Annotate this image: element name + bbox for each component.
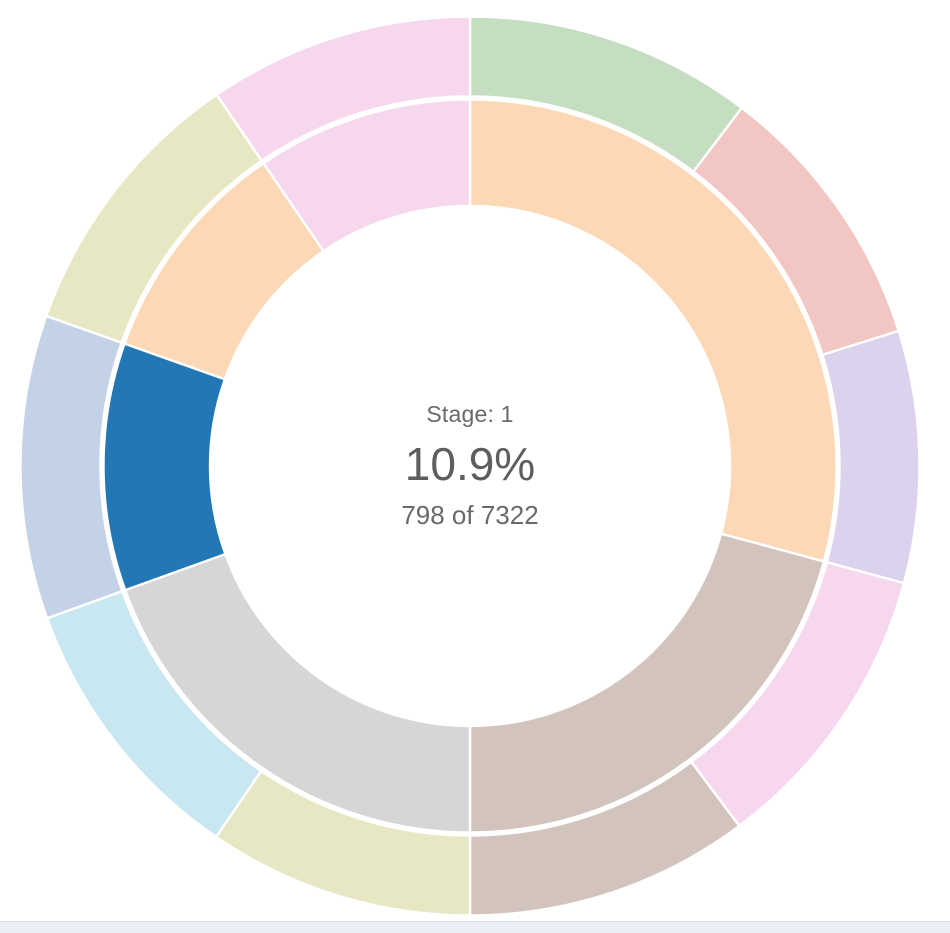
- bottom-panel-edge: [0, 921, 950, 933]
- sunburst-inner-segment-taupe[interactable]: [468, 532, 826, 834]
- center-count-label: 798 of 7322: [401, 500, 539, 530]
- sunburst-inner-stage-1-selected[interactable]: [102, 342, 227, 592]
- center-stage-label: Stage: 1: [426, 401, 514, 427]
- sunburst-inner-segment-pink[interactable]: [261, 98, 472, 253]
- sunburst-inner-segment-orange[interactable]: [468, 98, 838, 563]
- sunburst-outer-pink-2[interactable]: [215, 15, 472, 163]
- sunburst-inner-segment-gray[interactable]: [123, 552, 472, 834]
- center-percent-value: 10.9%: [404, 438, 536, 490]
